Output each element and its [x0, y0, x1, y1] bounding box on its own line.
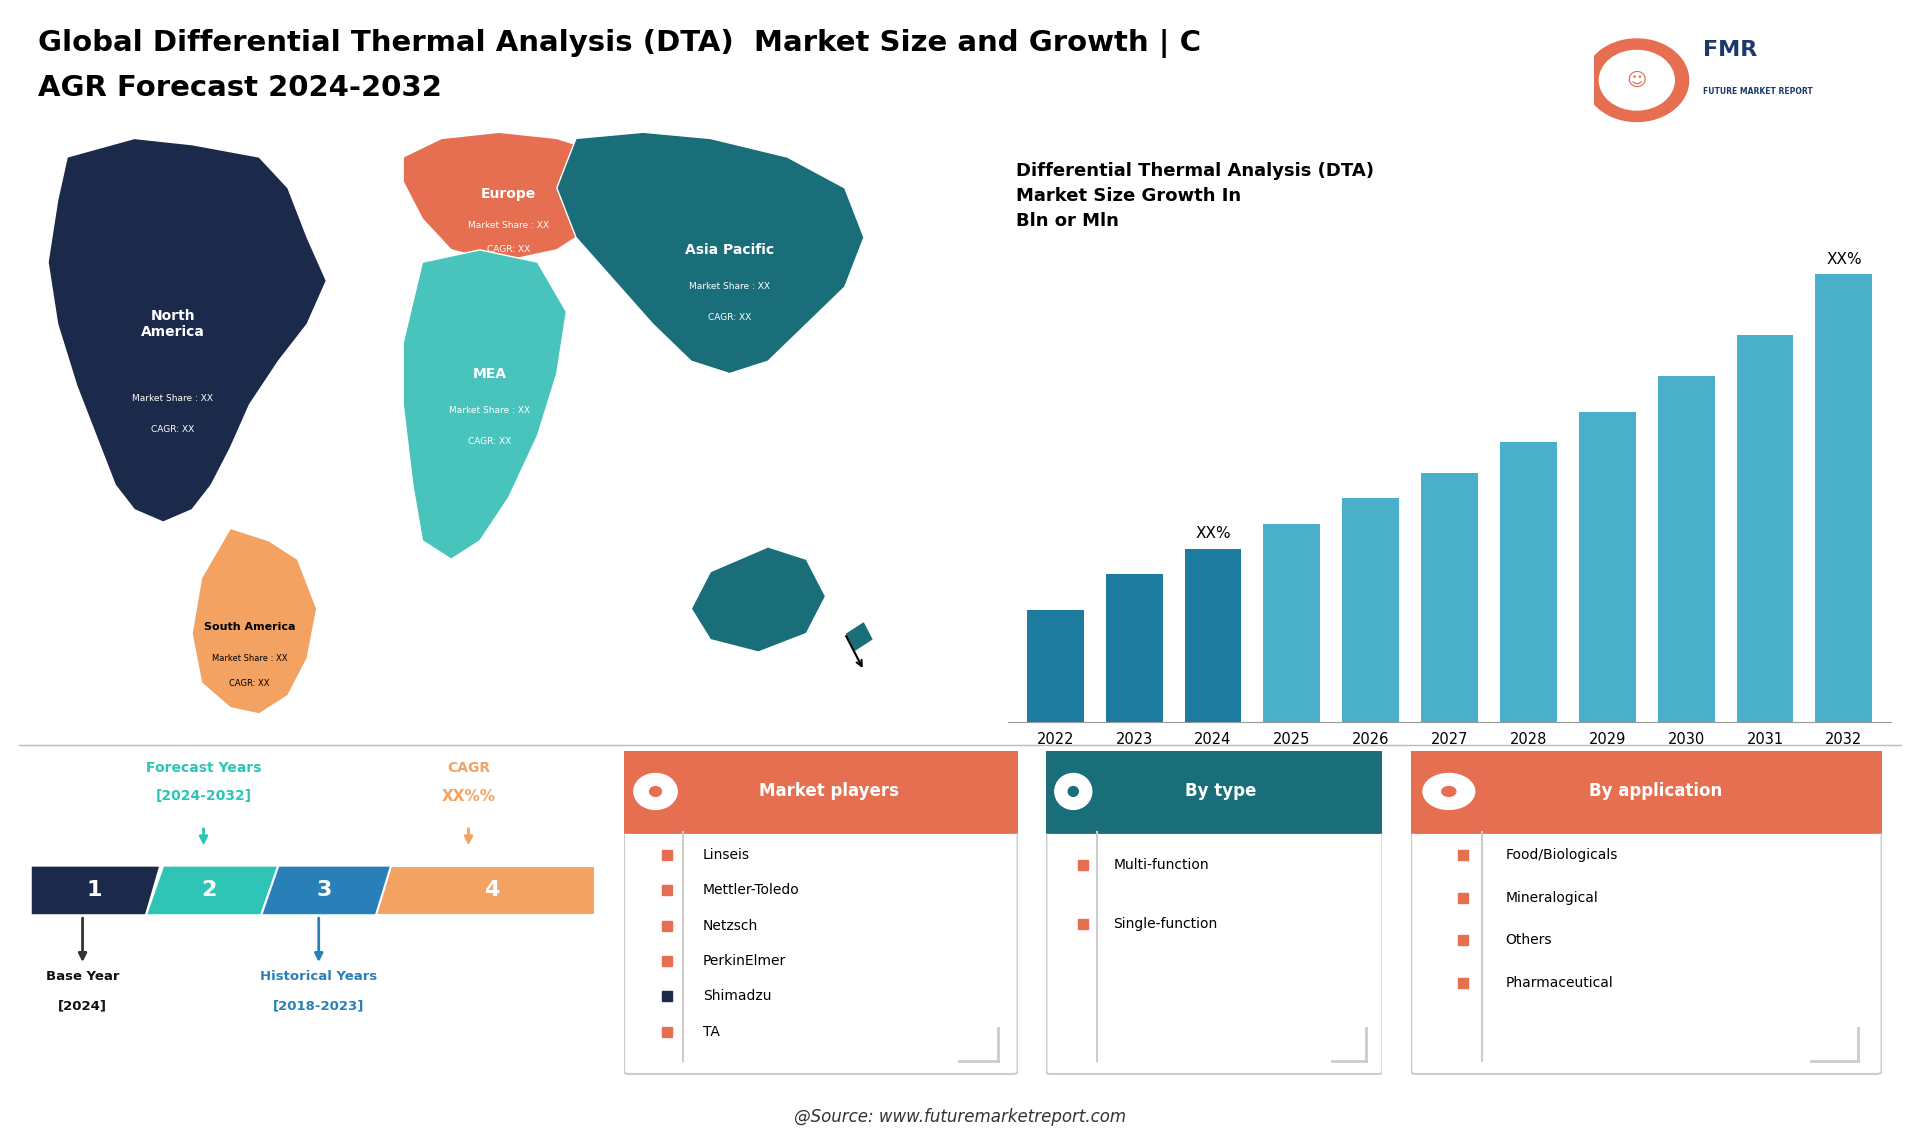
Text: CAGR: XX: CAGR: XX — [468, 437, 511, 446]
Text: [2018-2023]: [2018-2023] — [273, 999, 365, 1013]
Circle shape — [1423, 774, 1475, 809]
Text: 1: 1 — [86, 880, 102, 901]
Bar — [1263, 524, 1321, 722]
Text: Pharmaceutical: Pharmaceutical — [1505, 975, 1613, 989]
Text: Shimadzu: Shimadzu — [703, 989, 772, 1003]
Text: Market players: Market players — [758, 783, 899, 800]
Text: XX%: XX% — [1826, 252, 1862, 267]
Polygon shape — [31, 865, 159, 916]
Text: By application: By application — [1590, 783, 1722, 800]
Polygon shape — [557, 132, 864, 374]
FancyBboxPatch shape — [1411, 823, 1882, 1074]
FancyBboxPatch shape — [1400, 749, 1893, 834]
Text: Market Share : XX: Market Share : XX — [132, 394, 213, 403]
FancyBboxPatch shape — [624, 823, 1018, 1074]
Text: XX%: XX% — [1196, 526, 1231, 541]
Circle shape — [1068, 786, 1079, 796]
Bar — [1342, 499, 1400, 722]
Polygon shape — [192, 528, 317, 714]
Text: CAGR: XX: CAGR: XX — [152, 425, 194, 434]
Circle shape — [1599, 50, 1674, 110]
Text: 2: 2 — [202, 880, 217, 901]
Text: Market Share : XX: Market Share : XX — [689, 282, 770, 291]
Text: Europe: Europe — [482, 187, 536, 202]
Text: Market Share : XX: Market Share : XX — [211, 653, 288, 662]
Polygon shape — [691, 547, 826, 652]
Text: CAGR: XX: CAGR: XX — [488, 245, 530, 254]
Text: Base Year: Base Year — [46, 970, 119, 983]
Text: @Source: www.futuremarketreport.com: @Source: www.futuremarketreport.com — [795, 1108, 1125, 1127]
Polygon shape — [48, 139, 326, 523]
Polygon shape — [403, 250, 566, 559]
Circle shape — [1442, 786, 1455, 796]
Circle shape — [649, 786, 660, 796]
Text: Differential Thermal Analysis (DTA)
Market Size Growth In
Bln or Mln: Differential Thermal Analysis (DTA) Mark… — [1016, 163, 1375, 230]
Text: Mettler-Toledo: Mettler-Toledo — [703, 884, 799, 897]
Bar — [1738, 336, 1793, 722]
FancyBboxPatch shape — [1039, 749, 1390, 834]
Text: Multi-function: Multi-function — [1114, 858, 1210, 872]
Text: Asia Pacific: Asia Pacific — [685, 243, 774, 257]
FancyBboxPatch shape — [614, 749, 1027, 834]
Text: Linseis: Linseis — [703, 848, 749, 862]
Bar — [1106, 574, 1164, 722]
Bar — [1816, 274, 1872, 722]
Text: North
America: North America — [140, 309, 205, 339]
Text: Market Share : XX: Market Share : XX — [468, 220, 549, 229]
Text: Others: Others — [1505, 933, 1551, 947]
Text: CAGR: CAGR — [447, 761, 490, 776]
Polygon shape — [261, 865, 394, 916]
Text: XX%%: XX%% — [442, 788, 495, 803]
Text: Single-function: Single-function — [1114, 917, 1217, 931]
Text: CAGR: XX: CAGR: XX — [708, 313, 751, 322]
Text: TA: TA — [703, 1025, 720, 1038]
Polygon shape — [845, 621, 874, 652]
Text: Mineralogical: Mineralogical — [1505, 890, 1597, 904]
Text: CAGR: XX: CAGR: XX — [228, 678, 271, 688]
Bar — [1421, 472, 1478, 722]
Text: Netzsch: Netzsch — [703, 919, 758, 933]
Bar — [1578, 411, 1636, 722]
Text: FMR: FMR — [1703, 40, 1757, 61]
FancyBboxPatch shape — [1046, 823, 1382, 1074]
Text: 4: 4 — [484, 880, 499, 901]
Circle shape — [634, 774, 678, 809]
Text: AGR Forecast 2024-2032: AGR Forecast 2024-2032 — [38, 74, 442, 102]
Text: PerkinElmer: PerkinElmer — [703, 953, 785, 968]
Bar — [1185, 549, 1242, 722]
Text: Market Share : XX: Market Share : XX — [449, 406, 530, 415]
Text: By type: By type — [1185, 783, 1258, 800]
Polygon shape — [376, 865, 595, 916]
Text: South America: South America — [204, 622, 296, 633]
Circle shape — [1586, 39, 1690, 121]
Bar — [1027, 610, 1083, 722]
Text: Historical Years: Historical Years — [259, 970, 378, 983]
Text: 3: 3 — [317, 880, 332, 901]
Text: Forecast Years: Forecast Years — [146, 761, 261, 776]
Polygon shape — [403, 132, 614, 262]
Circle shape — [1054, 774, 1092, 809]
Text: [2024-2032]: [2024-2032] — [156, 788, 252, 802]
Text: ☺: ☺ — [1626, 71, 1647, 89]
Text: MEA: MEA — [472, 367, 507, 380]
Polygon shape — [146, 865, 278, 916]
Bar — [1657, 376, 1715, 722]
Text: [2024]: [2024] — [58, 999, 108, 1013]
Bar — [1500, 442, 1557, 722]
Text: Global Differential Thermal Analysis (DTA)  Market Size and Growth | C: Global Differential Thermal Analysis (DT… — [38, 29, 1202, 57]
Text: Food/Biologicals: Food/Biologicals — [1505, 848, 1619, 862]
Text: FUTURE MARKET REPORT: FUTURE MARKET REPORT — [1703, 87, 1812, 96]
